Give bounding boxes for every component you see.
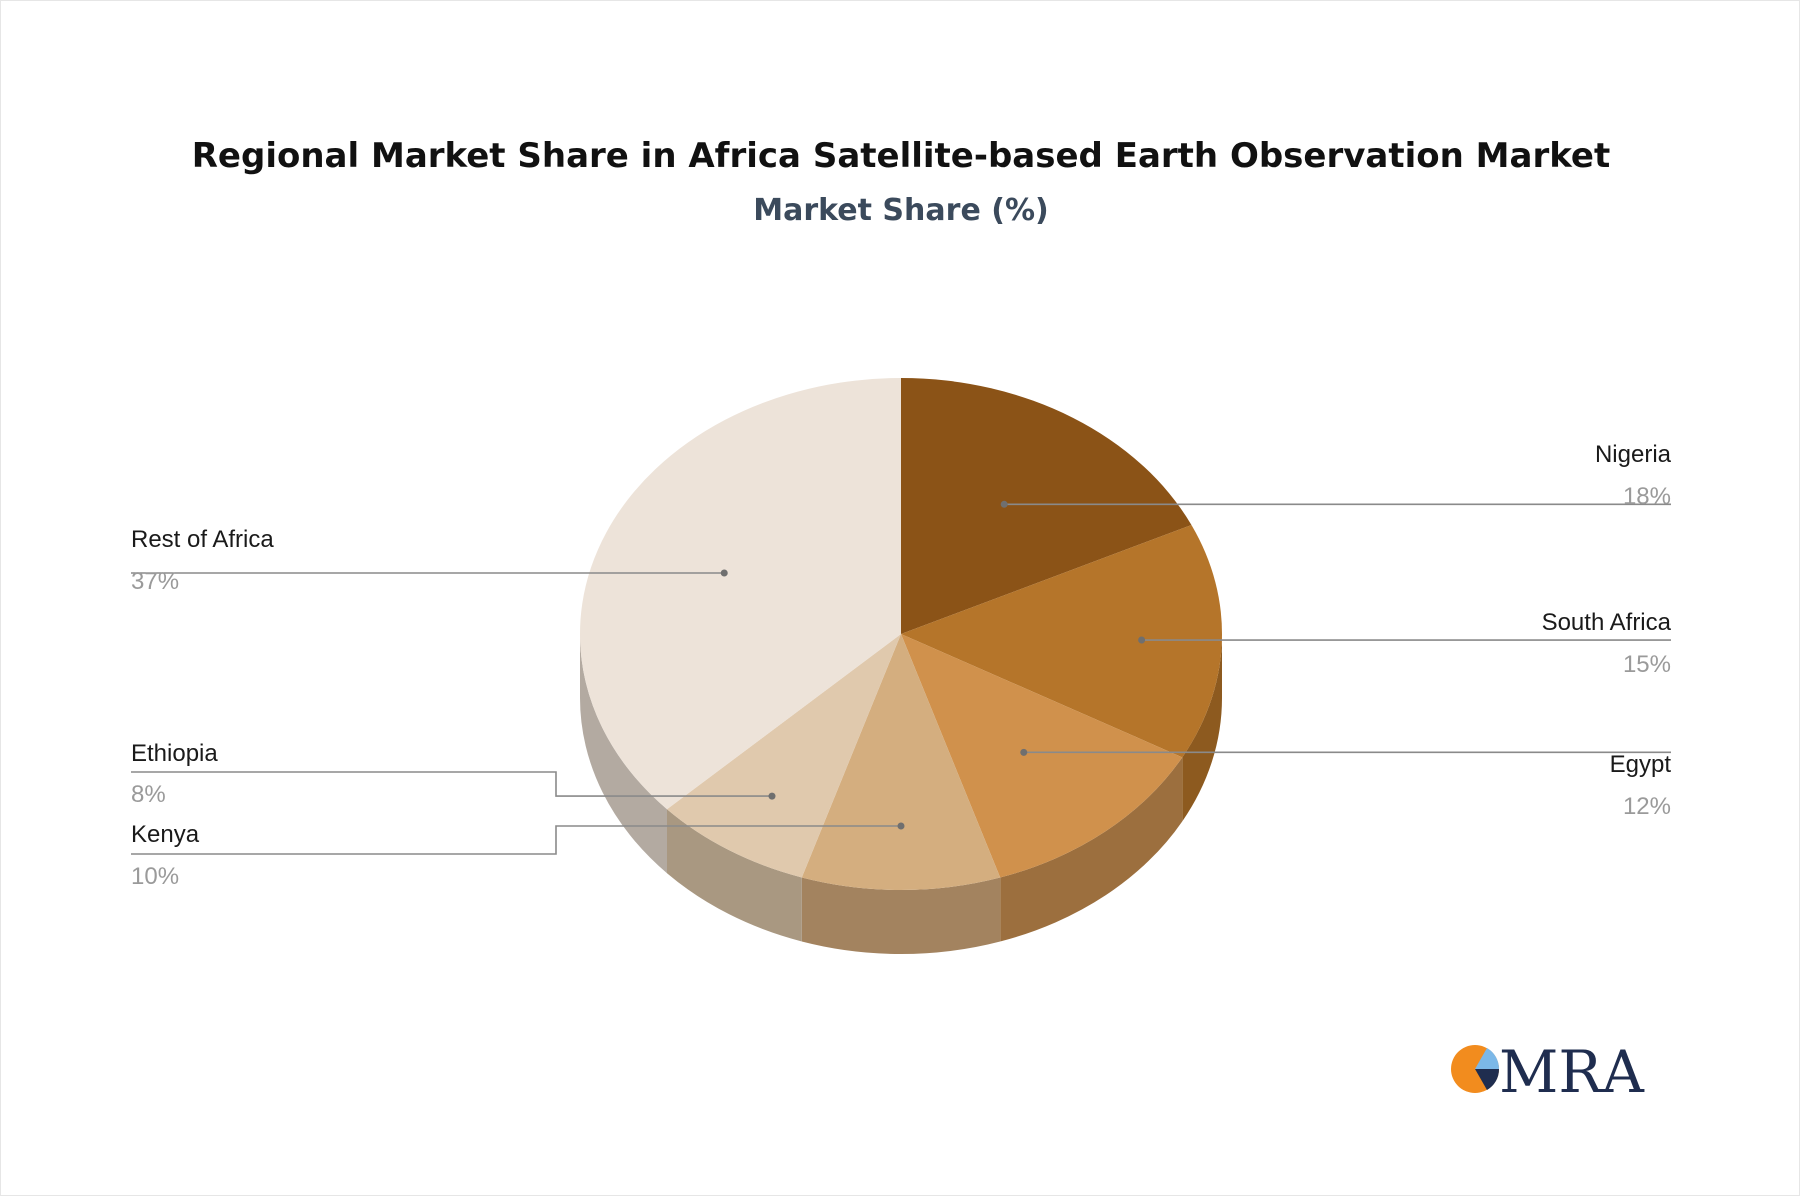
leader-dot-kenya xyxy=(897,822,905,830)
slice-ethiopia[interactable] xyxy=(667,634,901,878)
leader-dot-rest-of-africa xyxy=(720,569,728,577)
slice-value-south-africa: 15% xyxy=(1623,651,1671,678)
slice-value-nigeria: 18% xyxy=(1623,483,1671,510)
slice-side-ethiopia xyxy=(667,809,802,942)
pie-depth xyxy=(580,634,1222,954)
chart-title: Regional Market Share in Africa Satellit… xyxy=(191,136,1611,176)
leader-dot-south-africa xyxy=(1138,636,1146,644)
leader-line-kenya xyxy=(131,825,901,855)
leader-dot-nigeria xyxy=(1000,500,1008,508)
slice-label-egypt: Egypt xyxy=(1610,751,1672,778)
slice-side-egypt xyxy=(1000,757,1183,942)
slice-nigeria[interactable] xyxy=(901,378,1192,634)
slice-rest-of-africa[interactable] xyxy=(579,378,901,810)
slice-side-south-africa xyxy=(1182,634,1222,822)
slice-label-ethiopia: Ethiopia xyxy=(131,740,218,767)
leader-dot-egypt xyxy=(1020,748,1028,756)
slice-label-rest-of-africa: Rest of Africa xyxy=(131,526,274,553)
leader-line-ethiopia xyxy=(131,771,772,797)
pie-labels: Nigeria 18% South Africa 15% Egypt 12% Kenya 10… xyxy=(131,441,1672,890)
leader-dot-ethiopia xyxy=(768,792,776,800)
slice-value-kenya: 10% xyxy=(131,863,179,890)
slice-side-rest-of-africa xyxy=(580,634,668,874)
slice-label-south-africa: South Africa xyxy=(1542,609,1672,636)
logo-text: MRA xyxy=(1499,1041,1645,1097)
logo-navy-wedge xyxy=(1475,1069,1500,1090)
pie-slices xyxy=(579,378,1222,890)
slice-value-egypt: 12% xyxy=(1623,793,1671,820)
slice-south-africa[interactable] xyxy=(901,525,1222,758)
chart-subtitle: Market Share (%) xyxy=(753,193,1049,228)
slice-label-kenya: Kenya xyxy=(131,821,200,848)
mra-logo: MRA xyxy=(1451,1041,1645,1097)
slice-value-ethiopia: 8% xyxy=(131,781,166,808)
logo-blue-wedge xyxy=(1475,1048,1500,1069)
slice-value-rest-of-africa: 37% xyxy=(131,568,179,595)
slice-egypt[interactable] xyxy=(901,634,1183,878)
slice-label-nigeria: Nigeria xyxy=(1595,441,1672,468)
slice-side-kenya xyxy=(801,877,1001,954)
